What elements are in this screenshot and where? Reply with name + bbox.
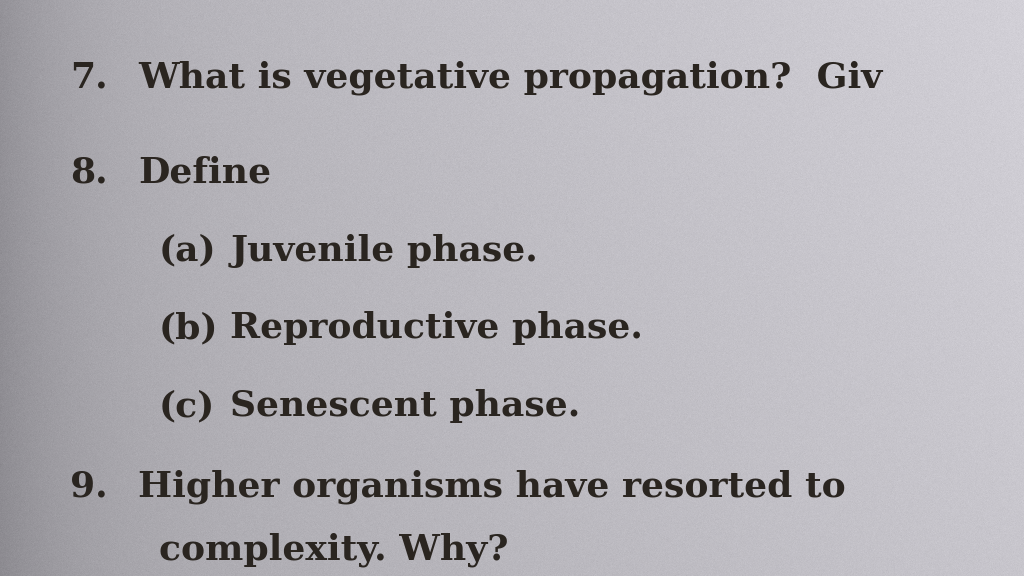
Text: (c): (c) [159,389,215,423]
Text: (a): (a) [159,233,216,268]
Text: Higher organisms have resorted to: Higher organisms have resorted to [138,469,846,504]
Text: Reproductive phase.: Reproductive phase. [230,311,643,346]
Text: Senescent phase.: Senescent phase. [230,389,581,423]
Text: (b): (b) [159,311,218,346]
Text: 7.: 7. [70,60,108,95]
Text: 9.: 9. [70,469,108,504]
Text: complexity. Why?: complexity. Why? [159,533,508,567]
Text: Juvenile phase.: Juvenile phase. [230,233,539,268]
Text: Define: Define [138,156,271,190]
Text: What is vegetative propagation?  Giv: What is vegetative propagation? Giv [138,60,883,95]
Text: 8.: 8. [70,156,108,190]
